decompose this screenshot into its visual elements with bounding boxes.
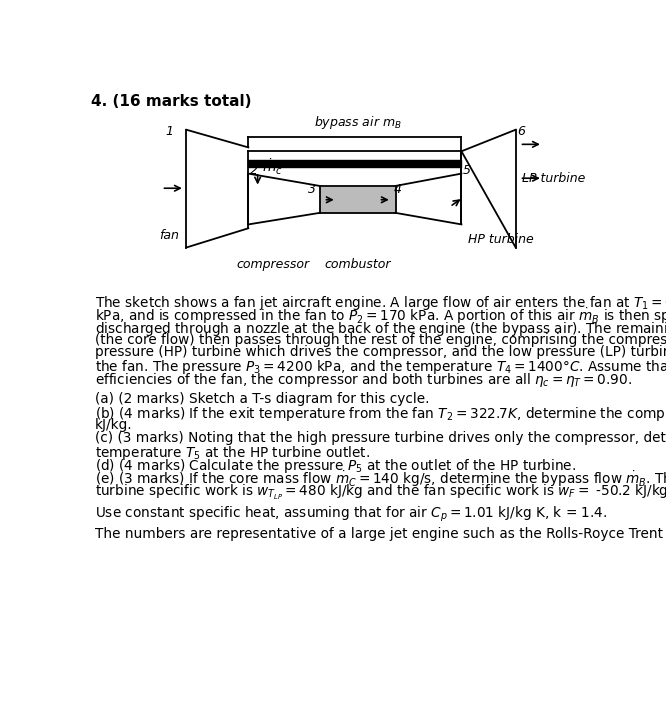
Text: (a) (2 marks) Sketch a T-s diagram for this cycle.: (a) (2 marks) Sketch a T-s diagram for t… [95, 392, 430, 406]
Text: (e) (3 marks) If the core mass flow $\dot{m}_C = 140$ kg/s, determine the bypass: (e) (3 marks) If the core mass flow $\do… [95, 470, 666, 489]
Text: fan: fan [159, 229, 178, 242]
Text: combustor: combustor [324, 258, 391, 271]
Text: efficiencies of the fan, the compressor and both turbines are all $\eta_c = \eta: efficiencies of the fan, the compressor … [95, 371, 632, 389]
Text: 3: 3 [308, 183, 316, 197]
Text: temperature $T_5$ at the HP turbine outlet.: temperature $T_5$ at the HP turbine outl… [95, 443, 370, 462]
Text: the fan. The pressure $P_3 = 4200$ kPa, and the temperature $T_4 = 1400\degree C: the fan. The pressure $P_3 = 4200$ kPa, … [95, 358, 666, 376]
Text: (d) (4 marks) Calculate the pressure $P_5$ at the outlet of the HP turbine.: (d) (4 marks) Calculate the pressure $P_… [95, 456, 576, 475]
Text: 6: 6 [517, 124, 525, 138]
Text: kJ/kg.: kJ/kg. [95, 418, 133, 432]
Text: LP turbine: LP turbine [522, 172, 585, 185]
Text: $\dot{m}_c$: $\dot{m}_c$ [262, 158, 283, 177]
Text: The sketch shows a fan jet aircraft engine. A large flow of air enters the fan a: The sketch shows a fan jet aircraft engi… [95, 293, 666, 312]
Text: (c) (3 marks) Noting that the high pressure turbine drives only the compressor, : (c) (3 marks) Noting that the high press… [95, 431, 666, 445]
Text: kPa, and is compressed in the fan to $P_2 = 170$ kPa. A portion of this air $\do: kPa, and is compressed in the fan to $P_… [95, 306, 666, 326]
Text: (b) (4 marks) If the exit temperature from the fan $T_2 = 322.7K$, determine the: (b) (4 marks) If the exit temperature fr… [95, 405, 666, 423]
Text: 2: 2 [250, 164, 258, 177]
Text: discharged through a nozzle at the back of the engine (the bypass air). The rema: discharged through a nozzle at the back … [95, 320, 666, 339]
Text: 1: 1 [165, 124, 173, 138]
Text: turbine specific work is $w_{T_{LP}} = 480$ kJ/kg and the fan specific work is $: turbine specific work is $w_{T_{LP}} = 4… [95, 483, 666, 502]
Text: (the core flow) then passes through the rest of the engine, comprising the compr: (the core flow) then passes through the … [95, 333, 666, 347]
Text: compressor: compressor [236, 258, 310, 271]
Text: HP turbine: HP turbine [468, 233, 533, 246]
Text: pressure (HP) turbine which drives the compressor, and the low pressure (LP) tur: pressure (HP) turbine which drives the c… [95, 346, 666, 360]
Polygon shape [320, 186, 395, 212]
Text: The numbers are representative of a large jet engine such as the Rolls-Royce Tre: The numbers are representative of a larg… [95, 527, 666, 541]
Text: bypass air $m_B$: bypass air $m_B$ [314, 114, 402, 131]
Text: 5: 5 [463, 164, 471, 177]
Text: 4. (16 marks total): 4. (16 marks total) [91, 93, 252, 108]
Text: 4: 4 [394, 183, 402, 197]
Text: Use constant specific heat, assuming that for air $C_p = 1.01$ kJ/kg K, k = 1.4.: Use constant specific heat, assuming tha… [95, 505, 607, 524]
